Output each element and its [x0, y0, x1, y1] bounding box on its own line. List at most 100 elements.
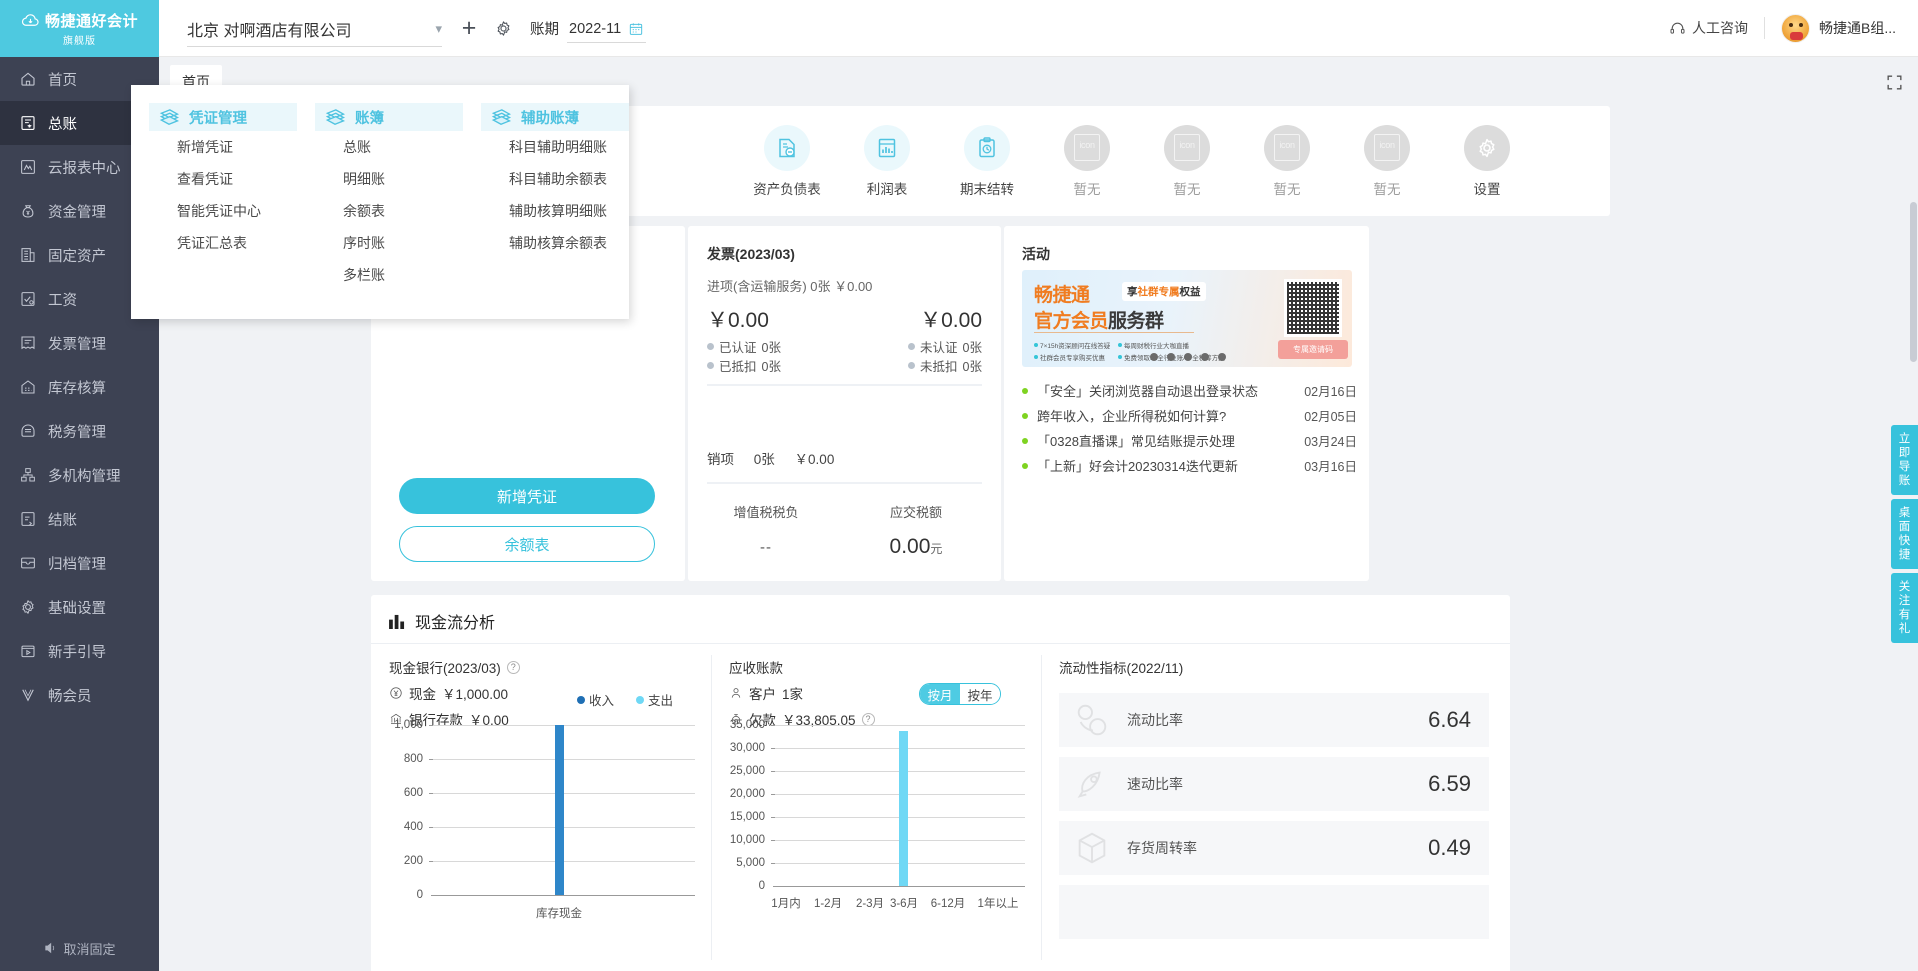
shortcut-icon-wrap: icon: [1364, 124, 1410, 171]
x-category: 库存现金: [536, 908, 582, 920]
sidebar-item-fixed-assets[interactable]: 固定资产: [0, 233, 159, 277]
balance-sheet-button[interactable]: 余额表: [399, 526, 655, 562]
toggle-year[interactable]: 按年: [960, 684, 1000, 704]
invoice-row-certified: 已认证 0张: [707, 337, 781, 356]
shortcut-empty-2[interactable]: icon 暂无: [1137, 124, 1237, 198]
megamenu-item-subject-aux-detail[interactable]: 科目辅助明细账: [509, 139, 607, 155]
calendar-icon[interactable]: [628, 21, 644, 37]
sidebar-item-basic-settings[interactable]: 基础设置: [0, 585, 159, 629]
chart-icon: [21, 160, 35, 174]
company-selector[interactable]: 北京 对啊酒店有限公司 ▾: [187, 0, 442, 57]
shortcut-profit-report[interactable]: 利润表: [837, 124, 937, 198]
row-value: 0张: [962, 360, 982, 374]
shortcut-empty-4[interactable]: icon 暂无: [1337, 124, 1437, 198]
period-toggle[interactable]: 按月 按年: [919, 683, 1001, 705]
y-tick: 25,000: [729, 765, 765, 777]
megamenu-item-voucher-summary[interactable]: 凭证汇总表: [177, 235, 247, 251]
footer-value: --: [760, 539, 772, 556]
megamenu-column-header: 账簿: [315, 103, 463, 131]
sidebar-item-beginner-guide[interactable]: 新手引导: [0, 629, 159, 673]
fullscreen-icon[interactable]: [1885, 73, 1904, 92]
shortcut-empty-3[interactable]: icon 暂无: [1237, 124, 1337, 198]
sidebar-item-settlement[interactable]: 结账: [0, 497, 159, 541]
liquidity-row-current-ratio: 流动比率 6.64: [1059, 693, 1489, 747]
news-item[interactable]: 「0328直播课」常见结账提示处理 03月24日: [1022, 428, 1357, 453]
legend-income: 收入: [577, 690, 614, 709]
user-menu[interactable]: 畅捷通B组...: [1765, 13, 1896, 43]
news-item[interactable]: 「安全」关闭浏览器自动退出登录状态 02月16日: [1022, 378, 1357, 403]
sales-count: 0张: [753, 452, 775, 467]
voucher-icon: [159, 108, 180, 125]
liquidity-row-quick-ratio: 速动比率 6.59: [1059, 757, 1489, 811]
toggle-month[interactable]: 按月: [920, 684, 960, 704]
topbar-right: 人工咨询 畅捷通B组...: [1669, 0, 1918, 56]
cashflow-title: 现金流分析: [415, 615, 496, 632]
status-dot: [707, 362, 714, 369]
float-tab-follow[interactable]: 关注 有礼: [1891, 573, 1918, 643]
megamenu-item-new-voucher[interactable]: 新增凭证: [177, 139, 233, 155]
axis-tick: [429, 827, 433, 828]
megamenu-item-view-voucher[interactable]: 查看凭证: [177, 171, 233, 187]
add-voucher-button[interactable]: 新增凭证: [399, 478, 655, 514]
y-tick: 5,000: [736, 857, 765, 869]
axis-tick: [771, 771, 775, 772]
sidebar-item-inventory[interactable]: 库存核算: [0, 365, 159, 409]
sidebar-item-invoice[interactable]: 发票管理: [0, 321, 159, 365]
cloud-icon: [21, 14, 39, 26]
shortcut-period-close[interactable]: 期末结转: [937, 124, 1037, 198]
sidebar-item-archive[interactable]: 归档管理: [0, 541, 159, 585]
megamenu-item-detail-ledger[interactable]: 明细账: [343, 171, 385, 187]
invoice-row-deducted: 已抵扣 0张: [707, 356, 781, 375]
brand-logo[interactable]: 畅捷通好会计 旗舰版: [0, 0, 159, 57]
megamenu-item-smart-voucher-center[interactable]: 智能凭证中心: [177, 203, 261, 219]
brand-edition: 旗舰版: [63, 36, 96, 47]
megamenu-item-chronological-ledger[interactable]: 序时账: [343, 235, 385, 251]
divider: [371, 643, 1510, 644]
support-button[interactable]: 人工咨询: [1669, 17, 1765, 39]
shortcut-empty-1[interactable]: icon 暂无: [1037, 124, 1137, 198]
question-icon[interactable]: ?: [506, 660, 520, 674]
collapse-label: 取消固定: [63, 941, 116, 957]
cash-chart-legend: 收入 支出: [577, 690, 673, 709]
promo-banner[interactable]: 畅捷通 享社群专属权益 官方会员服务群 7×15h资深顾问在线答疑 每周财税行业…: [1022, 270, 1352, 367]
news-list: 「安全」关闭浏览器自动退出登录状态 02月16日 跨年收入，企业所得税如何计算?…: [1022, 378, 1357, 478]
megamenu-item-multi-column-ledger[interactable]: 多栏账: [343, 267, 385, 283]
megamenu-item-balance-sheet[interactable]: 余额表: [343, 203, 385, 219]
sidebar-item-funds[interactable]: 资金管理: [0, 189, 159, 233]
sidebar-item-home[interactable]: 首页: [0, 57, 159, 101]
megamenu-item-subject-aux-balance[interactable]: 科目辅助余额表: [509, 171, 607, 187]
liquidity-name: 存货周转率: [1127, 840, 1197, 856]
bullet-icon: [1022, 387, 1028, 394]
news-item[interactable]: 跨年收入，企业所得税如何计算? 02月05日: [1022, 403, 1357, 428]
book-icon: [325, 108, 346, 125]
status-dot: [908, 362, 916, 369]
sidebar-item-multi-org[interactable]: 多机构管理: [0, 453, 159, 497]
megamenu-item-aux-accounting-balance[interactable]: 辅助核算余额表: [509, 235, 607, 251]
sidebar-item-vip[interactable]: 畅会员: [0, 673, 159, 717]
sidebar-item-tax[interactable]: 税务管理: [0, 409, 159, 453]
scrollbar-thumb[interactable]: [1910, 202, 1917, 362]
sidebar-item-payroll[interactable]: 工资: [0, 277, 159, 321]
megamenu-item-general-ledger[interactable]: 总账: [343, 139, 371, 155]
float-tab-import[interactable]: 立即 导账: [1891, 425, 1918, 495]
sidebar-item-label: 发票管理: [48, 336, 106, 353]
axis-tick: [771, 817, 775, 818]
cash-icon: [390, 687, 402, 699]
collapse-sidebar-button[interactable]: 取消固定: [0, 925, 159, 971]
question-icon[interactable]: ?: [861, 712, 875, 726]
shortcut-balance-sheet[interactable]: 资产负债表: [737, 124, 837, 198]
float-tab-desktop[interactable]: 桌面 快捷: [1891, 499, 1918, 569]
add-company-button[interactable]: +: [461, 14, 477, 42]
y-tick: 200: [403, 855, 423, 867]
shortcut-icon-wrap: [1464, 124, 1510, 171]
carousel-dots[interactable]: [1150, 353, 1226, 361]
banner-bullet: 7×15h资深顾问在线答疑: [1034, 340, 1110, 350]
accounting-period[interactable]: 账期 2022-11: [530, 0, 647, 57]
megamenu-item-aux-accounting-detail[interactable]: 辅助核算明细账: [509, 203, 607, 219]
shortcut-settings[interactable]: 设置: [1437, 124, 1537, 198]
invoice-sales-row: 销项 0张 ￥0.00: [707, 448, 834, 468]
settings-button[interactable]: [486, 0, 520, 57]
news-item[interactable]: 「上新」好会计20230314迭代更新 03月16日: [1022, 453, 1357, 478]
sidebar-item-cloud-report[interactable]: 云报表中心: [0, 145, 159, 189]
shortcut-bar: 资产负债表 利润表: [451, 106, 1610, 216]
